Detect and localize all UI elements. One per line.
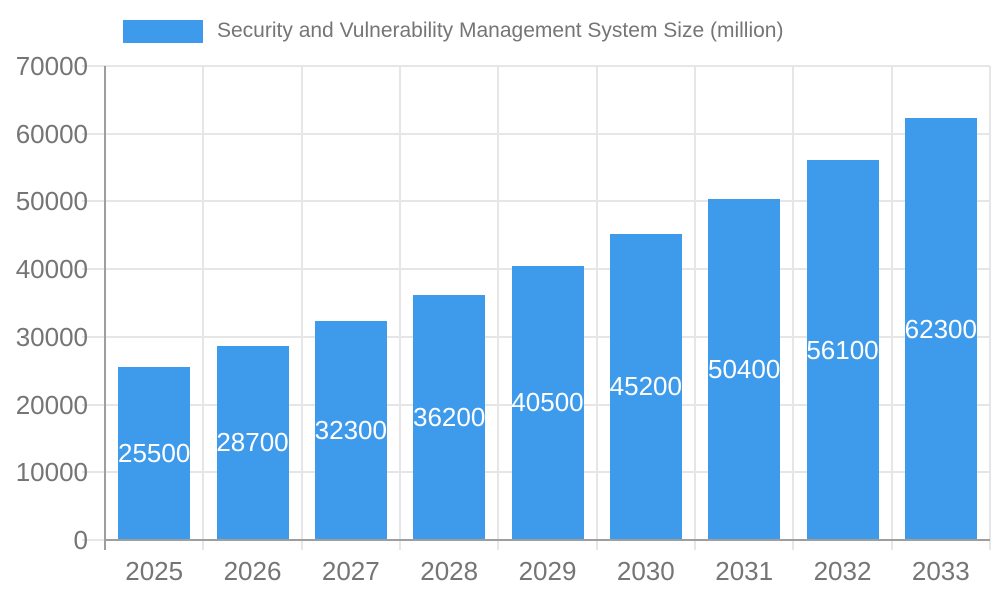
x-axis-label: 2032 [813, 556, 872, 586]
bar-2032: 56100 [806, 160, 879, 540]
y-axis-label: 0 [73, 525, 88, 555]
bar-2031: 50400 [708, 198, 781, 540]
y-axis-label: 50000 [15, 186, 88, 217]
y-axis-label: 20000 [15, 389, 88, 420]
y-axis-label: 10000 [15, 457, 88, 488]
x-axis-label: 2030 [616, 556, 675, 586]
y-gridline [82, 132, 990, 135]
x-gridline [595, 66, 598, 550]
bar-2027: 32300 [315, 321, 387, 540]
bar-2029: 40500 [511, 265, 584, 540]
bar-2028: 36200 [413, 294, 486, 540]
x-axis-label: 2033 [911, 556, 970, 586]
x-axis-label: 2029 [518, 556, 577, 586]
bar-value-label: 56100 [806, 334, 879, 365]
y-gridline [82, 200, 990, 203]
bar-value-label: 36200 [413, 401, 486, 432]
x-gridline [989, 66, 991, 550]
x-gridline [300, 66, 303, 550]
x-gridline [202, 66, 205, 550]
x-axis-label: 2031 [715, 556, 774, 586]
legend-label: Security and Vulnerability Management Sy… [217, 19, 784, 42]
bar-value-label: 50400 [708, 353, 781, 384]
bar-2030: 45200 [609, 233, 682, 540]
bar-value-label: 62300 [904, 313, 977, 344]
y-axis-line [104, 66, 106, 550]
bar-2025: 25500 [118, 367, 190, 540]
chart-legend: Security and Vulnerability Management Sy… [123, 17, 783, 45]
legend-swatch [123, 19, 203, 43]
bar-value-label: 25500 [118, 438, 191, 469]
y-axis-label: 70000 [15, 51, 88, 81]
x-gridline [792, 66, 795, 550]
x-axis-label: 2026 [223, 556, 282, 586]
bar-value-label: 45200 [609, 371, 682, 402]
bar-value-label: 32300 [314, 415, 387, 446]
x-axis-label: 2028 [420, 556, 479, 586]
bar-2033: 62300 [905, 118, 977, 540]
x-axis-line [105, 539, 990, 541]
x-axis-label: 2025 [125, 556, 184, 586]
x-gridline [497, 66, 500, 550]
y-axis-label: 30000 [15, 321, 88, 352]
x-gridline [694, 66, 696, 550]
y-gridline [82, 65, 990, 67]
y-axis-label: 60000 [15, 118, 88, 149]
y-tick [82, 539, 105, 541]
x-gridline [399, 66, 401, 550]
x-gridline [890, 66, 893, 550]
bar-2026: 28700 [216, 345, 289, 540]
bar-value-label: 28700 [216, 427, 289, 458]
x-axis-label: 2027 [321, 556, 380, 586]
y-axis-label: 40000 [15, 254, 88, 285]
plot-area: 25500 28700 32300 36200 40500 45200 50400 56100… [82, 65, 991, 550]
bar-value-label: 40500 [511, 387, 584, 418]
